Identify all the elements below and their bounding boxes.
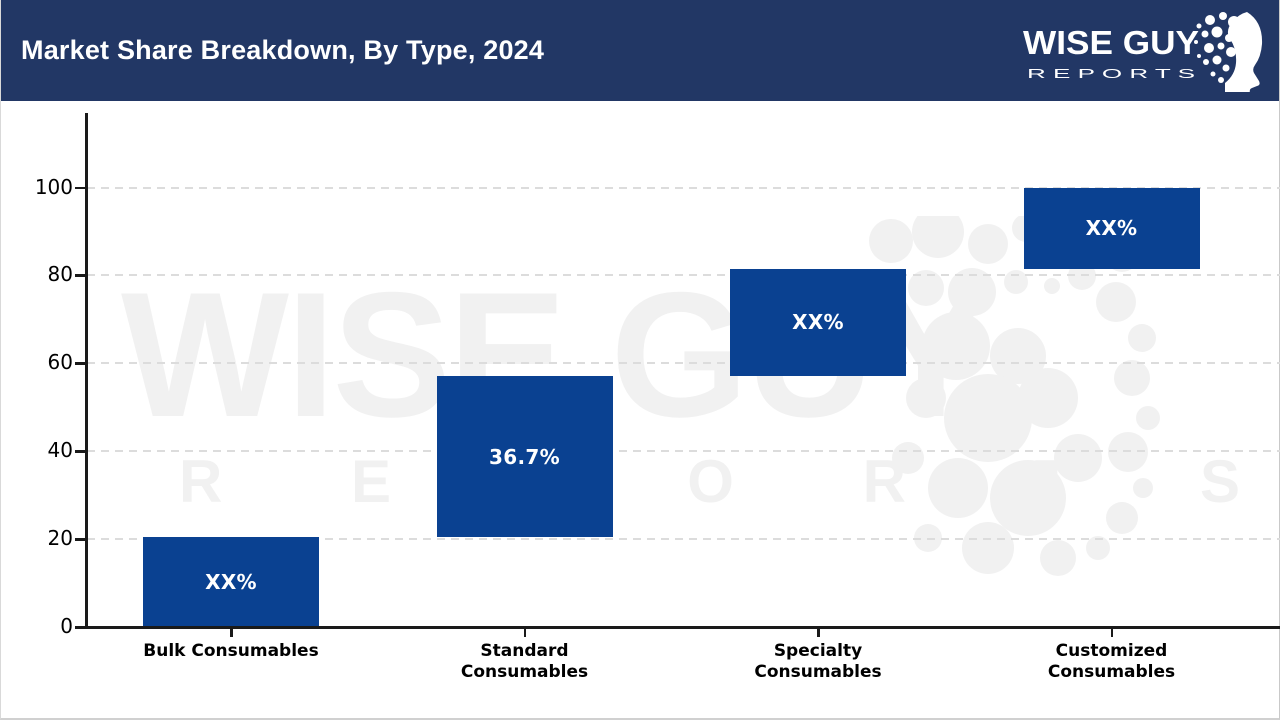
y-tick-mark <box>75 538 85 541</box>
chart-title: Market Share Breakdown, By Type, 2024 <box>21 35 545 65</box>
gridline <box>87 362 1280 365</box>
gridline <box>87 450 1280 453</box>
x-axis-line <box>85 626 1280 629</box>
x-tick-mark <box>817 628 820 637</box>
bar-value-label: XX% <box>205 570 257 595</box>
header: Market Share Breakdown, By Type, 2024 WI… <box>1 0 1279 101</box>
gridline <box>87 538 1280 541</box>
brand-logo-secondary-text: R E P O R T S <box>1027 66 1196 81</box>
x-category-label-line: Standard <box>480 641 569 661</box>
x-category-label: Specialty Consumables <box>698 641 938 683</box>
x-tick-mark <box>230 628 233 637</box>
y-tick-mark <box>75 274 85 277</box>
y-tick-label: 40 <box>47 438 73 463</box>
x-category-label-line: Consumables <box>754 662 882 682</box>
brand-face-icon <box>1194 11 1263 92</box>
watermark: WISE GUY R E P O R T S <box>121 266 1280 512</box>
chart-area: WISE GUY R E P O R T S 0 20 40 60 80 100 XX% 36… <box>1 101 1280 718</box>
x-category-label-line: Bulk Consumables <box>143 641 319 661</box>
gridline <box>87 274 1280 277</box>
x-category-label-line: Consumables <box>460 662 589 682</box>
gridline <box>87 186 1280 189</box>
x-category-label: Customized Consumables <box>992 641 1232 683</box>
x-category-label-line: Customized <box>1055 641 1168 661</box>
bar-value-label: 36.7% <box>489 444 560 469</box>
brand-logo: WISE GUY R E P O R T S <box>1023 11 1263 92</box>
y-tick-label: 60 <box>47 350 73 375</box>
y-tick-mark <box>75 450 85 453</box>
bar: XX% <box>730 268 906 377</box>
y-tick-mark <box>75 362 85 365</box>
brand-logo-primary-text: WISE GUY <box>1023 24 1199 61</box>
y-tick-mark <box>75 626 85 629</box>
y-axis-line <box>85 113 88 627</box>
y-tick-mark <box>75 186 85 189</box>
bar-value-label: XX% <box>1085 216 1138 241</box>
y-tick-label: 0 <box>60 614 73 638</box>
bar: XX% <box>1023 187 1200 269</box>
x-category-label: Standard Consumables <box>405 641 645 683</box>
watermark-secondary-text: R E P O R T S <box>179 448 1280 515</box>
x-tick-mark <box>1110 628 1113 637</box>
x-tick-mark <box>523 628 526 637</box>
bar: XX% <box>143 537 319 627</box>
x-category-label-line: Specialty <box>773 641 863 661</box>
bar: 36.7% <box>436 376 613 538</box>
x-category-label-line: Consumables <box>1047 662 1176 682</box>
y-tick-label: 20 <box>47 526 73 551</box>
watermark-primary-text: WISE GUY <box>121 255 990 454</box>
bar-value-label: XX% <box>792 310 844 335</box>
y-tick-label: 80 <box>47 262 73 287</box>
x-category-label: Bulk Consumables <box>111 641 351 662</box>
y-tick-label: 100 <box>34 174 73 199</box>
